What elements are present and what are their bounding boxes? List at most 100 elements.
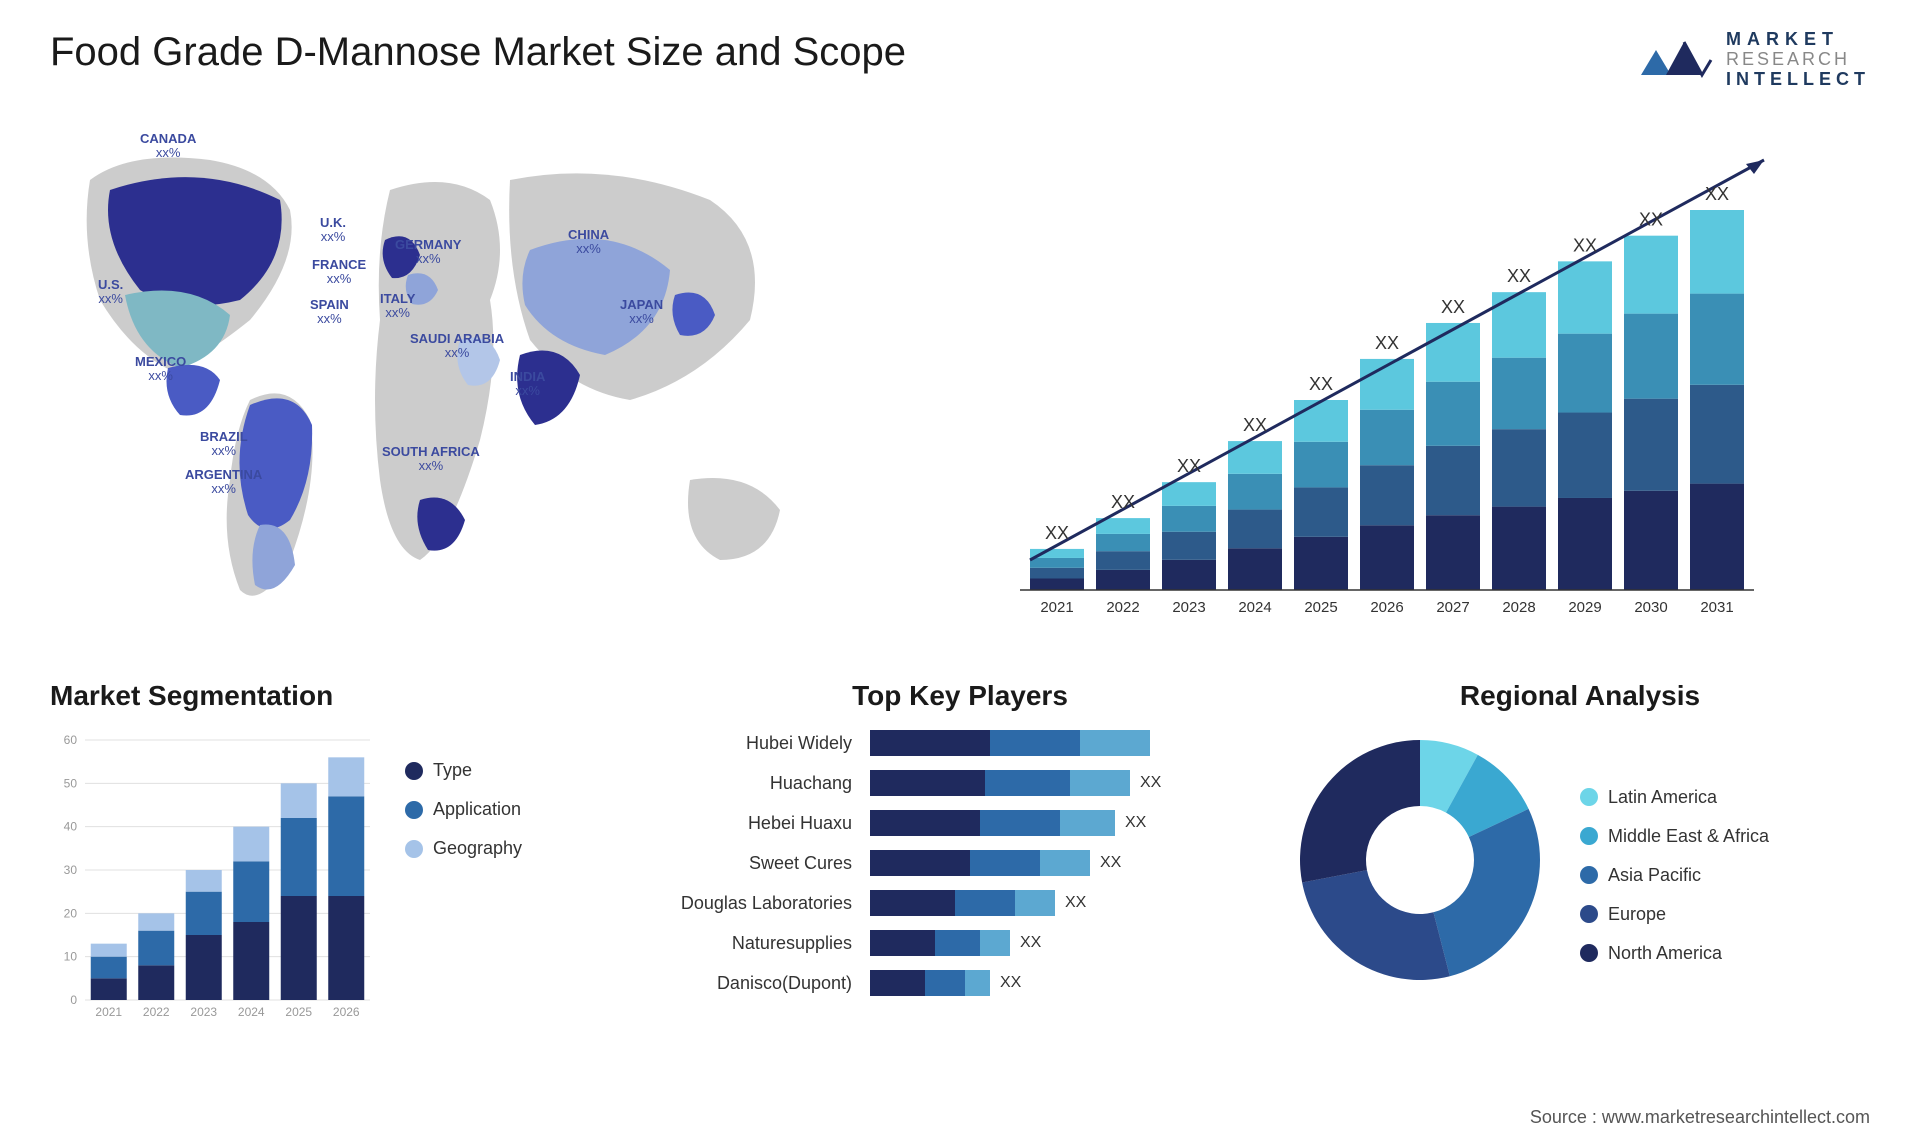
svg-text:2025: 2025 [1304,599,1337,616]
legend-dot [1580,827,1598,845]
map-label: ITALYxx% [380,292,415,321]
svg-text:30: 30 [64,863,78,877]
legend-label: Geography [433,838,522,859]
player-bar-segment [870,970,925,996]
header: Food Grade D-Mannose Market Size and Sco… [50,30,1870,90]
players-title: Top Key Players [670,680,1250,712]
player-row: Sweet CuresXX [670,850,1250,876]
player-row: HuachangXX [670,770,1250,796]
top-row: CANADAxx%U.S.xx%MEXICOxx%U.K.xx%FRANCExx… [50,120,1870,640]
player-bar-segment [870,810,980,836]
map-label: GERMANYxx% [395,238,461,267]
svg-text:XX: XX [1639,210,1663,230]
svg-text:XX: XX [1045,523,1069,543]
legend-label: Latin America [1608,787,1717,808]
player-row: Danisco(Dupont)XX [670,970,1250,996]
legend-label: Middle East & Africa [1608,826,1769,847]
player-row: Hebei Huaxu XX [670,810,1250,836]
world-map-panel: CANADAxx%U.S.xx%MEXICOxx%U.K.xx%FRANCExx… [50,120,930,640]
map-label: MEXICOxx% [135,355,186,384]
player-bar-segment [955,890,1015,916]
map-label: FRANCExx% [312,258,366,287]
regional-donut [1290,730,1550,990]
player-bar [870,730,1150,756]
legend-label: North America [1608,943,1722,964]
legend-item: Asia Pacific [1580,865,1769,886]
player-bar-segment [1015,890,1055,916]
player-bar-segment [870,890,955,916]
player-name: Hubei Widely [670,733,860,754]
player-bar-wrap: XX [870,770,1250,796]
player-bar [870,930,1010,956]
svg-text:10: 10 [64,950,78,964]
svg-text:2024: 2024 [1238,599,1271,616]
player-bar-segment [870,770,985,796]
player-bar-segment [1070,770,1130,796]
player-bar-segment [970,850,1040,876]
players-panel: Top Key Players Hubei Widely HuachangXX He… [670,680,1250,1060]
segmentation-chart: 0102030405060 202120222023202420252026 [50,730,380,1030]
svg-text:XX: XX [1111,492,1135,512]
map-label: SAUDI ARABIAxx% [410,332,504,361]
legend-label: Europe [1608,904,1666,925]
player-bar [870,850,1090,876]
svg-text:2029: 2029 [1568,599,1601,616]
player-value: XX [1125,814,1146,832]
players-list: Hubei WidelyHuachangXXHebei HuaxuXXSweet… [670,730,1250,996]
svg-text:40: 40 [64,820,78,834]
player-bar [870,810,1115,836]
segmentation-title: Market Segmentation [50,680,630,712]
legend-dot [405,840,423,858]
legend-dot [405,801,423,819]
player-bar-wrap [870,730,1250,756]
map-label: ARGENTINAxx% [185,468,262,497]
player-name: Hebei Huaxu [670,813,860,834]
svg-text:2031: 2031 [1700,599,1733,616]
legend-dot [1580,866,1598,884]
svg-text:2024: 2024 [238,1005,265,1019]
svg-text:2023: 2023 [190,1005,217,1019]
svg-text:XX: XX [1507,266,1531,286]
svg-text:2025: 2025 [285,1005,312,1019]
legend-dot [1580,944,1598,962]
legend-dot [1580,788,1598,806]
svg-text:XX: XX [1243,415,1267,435]
player-value: XX [1100,854,1121,872]
map-label: INDIAxx% [510,370,545,399]
player-name: Douglas Laboratories [670,893,860,914]
player-bar-segment [980,810,1060,836]
map-label: CHINAxx% [568,228,609,257]
player-bar-segment [1040,850,1090,876]
player-bar-segment [870,730,990,756]
svg-text:XX: XX [1573,235,1597,255]
svg-text:2027: 2027 [1436,599,1469,616]
svg-text:2026: 2026 [1370,599,1403,616]
logo-text: MARKET RESEARCH INTELLECT [1726,30,1870,89]
map-label: CANADAxx% [140,132,196,161]
legend-dot [1580,905,1598,923]
svg-text:0: 0 [70,993,77,1007]
regional-title: Regional Analysis [1290,680,1870,712]
bottom-row: Market Segmentation 0102030405060 202120… [50,680,1870,1060]
logo: MARKET RESEARCH INTELLECT [1636,30,1870,90]
legend-item: Europe [1580,904,1769,925]
legend-item: Middle East & Africa [1580,826,1769,847]
legend-item: Geography [405,838,522,859]
svg-text:2021: 2021 [1040,599,1073,616]
player-name: Danisco(Dupont) [670,973,860,994]
svg-text:60: 60 [64,733,78,747]
svg-text:XX: XX [1375,333,1399,353]
legend-item: Application [405,799,522,820]
player-bar-segment [1060,810,1115,836]
svg-text:2028: 2028 [1502,599,1535,616]
map-label: U.S.xx% [98,278,123,307]
map-label: SPAINxx% [310,298,349,327]
svg-text:2026: 2026 [333,1005,360,1019]
player-bar-segment [935,930,980,956]
player-bar-segment [980,930,1010,956]
player-bar-wrap: XX [870,810,1250,836]
player-bar-wrap: XX [870,890,1250,916]
logo-icon [1636,30,1716,90]
player-row: Douglas Laboratories XX [670,890,1250,916]
regional-panel: Regional Analysis Latin America Middle Ea… [1290,680,1870,1060]
